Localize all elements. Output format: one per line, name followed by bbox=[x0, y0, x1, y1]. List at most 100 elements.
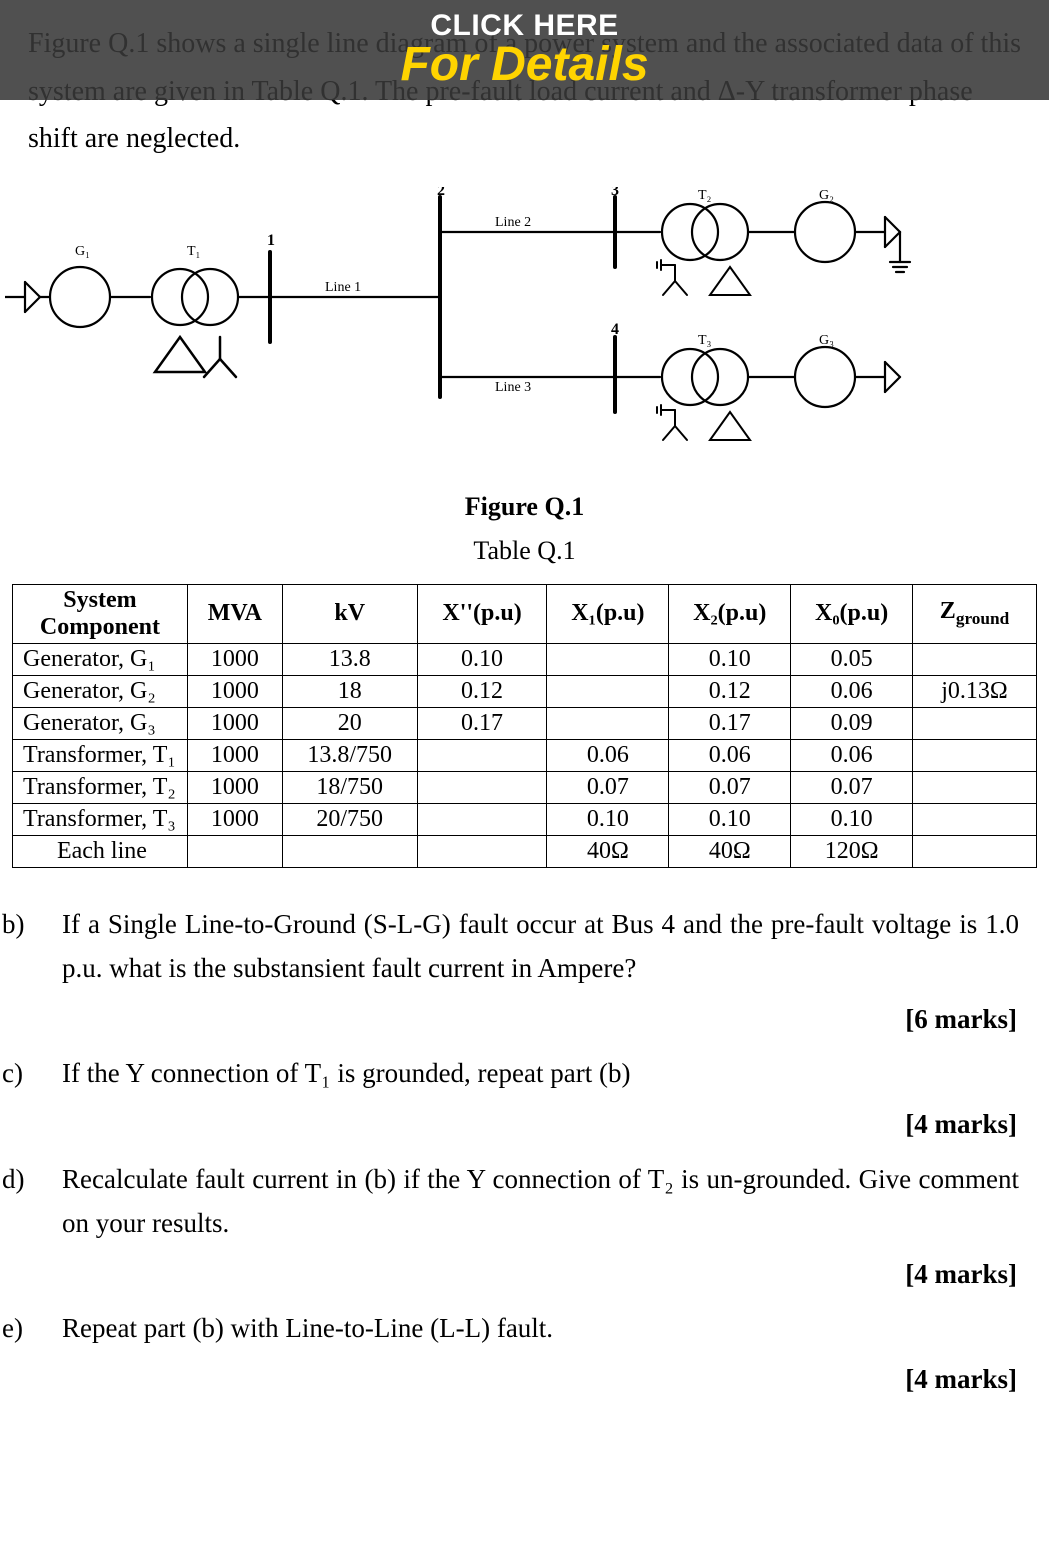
question-marks: [6 marks] bbox=[0, 997, 1031, 1042]
label-bus4: 4 bbox=[611, 321, 619, 338]
table-cell bbox=[417, 739, 547, 771]
table-cell: 40Ω bbox=[547, 835, 669, 867]
table-cell: 13.8 bbox=[282, 643, 417, 675]
question-label: e) bbox=[0, 1306, 62, 1351]
question-label: b) bbox=[0, 902, 62, 991]
diagram-svg: G₁ T₁ 1 2 3 4 Line 1 Line 2 Line 3 T₂ G₂… bbox=[5, 187, 1045, 482]
table-cell: 0.17 bbox=[669, 707, 791, 739]
table-cell: Transformer, T₂ bbox=[13, 771, 188, 803]
table-cell bbox=[547, 643, 669, 675]
table-cell bbox=[913, 643, 1037, 675]
th-4: X₁(p.u) bbox=[547, 584, 669, 643]
table-cell bbox=[913, 771, 1037, 803]
table-cell: 1000 bbox=[187, 771, 282, 803]
banner-line1: CLICK HERE bbox=[430, 10, 618, 42]
th-5: X₂(p.u) bbox=[669, 584, 791, 643]
table-cell: Transformer, T₁ bbox=[13, 739, 188, 771]
table-cell bbox=[913, 739, 1037, 771]
table-cell: 40Ω bbox=[669, 835, 791, 867]
table-cell bbox=[913, 707, 1037, 739]
banner-overlay[interactable]: CLICK HERE For Details bbox=[0, 0, 1049, 100]
table-cell bbox=[417, 835, 547, 867]
table-cell bbox=[282, 835, 417, 867]
label-t3: T₃ bbox=[698, 333, 712, 348]
table-cell bbox=[417, 803, 547, 835]
table-cell: 0.17 bbox=[417, 707, 547, 739]
label-line1: Line 1 bbox=[325, 280, 361, 295]
single-line-diagram: G₁ T₁ 1 2 3 4 Line 1 Line 2 Line 3 T₂ G₂… bbox=[0, 187, 1049, 482]
question-text: If a Single Line-to-Ground (S-L-G) fault… bbox=[62, 902, 1031, 991]
table-cell bbox=[913, 835, 1037, 867]
table-cell: 0.06 bbox=[791, 675, 913, 707]
table-cell: 120Ω bbox=[791, 835, 913, 867]
table-row: Generator, G₂1000180.120.120.06j0.13Ω bbox=[13, 675, 1037, 707]
label-t1: T₁ bbox=[187, 244, 200, 259]
table-cell: 0.12 bbox=[669, 675, 791, 707]
table-cell: 0.10 bbox=[547, 803, 669, 835]
table-cell: Transformer, T₃ bbox=[13, 803, 188, 835]
table-row: Transformer, T₃100020/7500.100.100.10 bbox=[13, 803, 1037, 835]
table-cell: j0.13Ω bbox=[913, 675, 1037, 707]
table-row: Transformer, T₂100018/7500.070.070.07 bbox=[13, 771, 1037, 803]
table-cell: 18 bbox=[282, 675, 417, 707]
th-0: SystemComponent bbox=[13, 584, 188, 643]
question-marks: [4 marks] bbox=[0, 1252, 1031, 1297]
table-cell: Generator, G₂ bbox=[13, 675, 188, 707]
th-2: kV bbox=[282, 584, 417, 643]
table-cell bbox=[547, 707, 669, 739]
table-row: Transformer, T₁100013.8/7500.060.060.06 bbox=[13, 739, 1037, 771]
table-cell: 20 bbox=[282, 707, 417, 739]
th-3: X''(p.u) bbox=[417, 584, 547, 643]
question-row: c)If the Y connection of T₁ is grounded,… bbox=[0, 1051, 1031, 1096]
table-header-row: SystemComponent MVA kV X''(p.u) X₁(p.u) … bbox=[13, 584, 1037, 643]
table-cell: 18/750 bbox=[282, 771, 417, 803]
figure-caption: Figure Q.1 bbox=[0, 492, 1049, 522]
question-marks: [4 marks] bbox=[0, 1357, 1031, 1402]
th-6: X₀(p.u) bbox=[791, 584, 913, 643]
table-cell: 0.10 bbox=[791, 803, 913, 835]
table-row: Generator, G₃1000200.170.170.09 bbox=[13, 707, 1037, 739]
table-cell: Generator, G₃ bbox=[13, 707, 188, 739]
table-cell: 0.07 bbox=[669, 771, 791, 803]
th-1: MVA bbox=[187, 584, 282, 643]
table-caption: Table Q.1 bbox=[0, 536, 1049, 566]
label-line3: Line 3 bbox=[495, 380, 531, 395]
table-cell: 1000 bbox=[187, 739, 282, 771]
table-cell: 1000 bbox=[187, 643, 282, 675]
banner-line2: For Details bbox=[400, 40, 648, 90]
page: CLICK HERE For Details Figure Q.1 shows … bbox=[0, 0, 1049, 1431]
question-row: d)Recalculate fault current in (b) if th… bbox=[0, 1157, 1031, 1246]
table-cell: 0.10 bbox=[669, 803, 791, 835]
table-row: Each line40Ω40Ω120Ω bbox=[13, 835, 1037, 867]
question-label: c) bbox=[0, 1051, 62, 1096]
label-line2: Line 2 bbox=[495, 215, 531, 230]
th-7: Zground bbox=[913, 584, 1037, 643]
table-cell: 0.10 bbox=[669, 643, 791, 675]
table-cell: Each line bbox=[13, 835, 188, 867]
question-row: b)If a Single Line-to-Ground (S-L-G) fau… bbox=[0, 902, 1031, 991]
questions-block: b)If a Single Line-to-Ground (S-L-G) fau… bbox=[0, 868, 1049, 1431]
table-cell: 0.06 bbox=[669, 739, 791, 771]
table-cell: 20/750 bbox=[282, 803, 417, 835]
question-text: Recalculate fault current in (b) if the … bbox=[62, 1157, 1031, 1246]
question-label: d) bbox=[0, 1157, 62, 1246]
table-cell: 0.09 bbox=[791, 707, 913, 739]
question-text: Repeat part (b) with Line-to-Line (L-L) … bbox=[62, 1306, 1031, 1351]
table-cell: 0.10 bbox=[417, 643, 547, 675]
table-cell: 0.06 bbox=[547, 739, 669, 771]
table-cell: 1000 bbox=[187, 707, 282, 739]
table-cell: 0.06 bbox=[791, 739, 913, 771]
label-bus1: 1 bbox=[267, 232, 275, 249]
table-cell bbox=[913, 803, 1037, 835]
question-text: If the Y connection of T₁ is grounded, r… bbox=[62, 1051, 1031, 1096]
label-g1: G₁ bbox=[75, 244, 90, 259]
table-cell bbox=[187, 835, 282, 867]
table-cell: 1000 bbox=[187, 803, 282, 835]
table-cell bbox=[547, 675, 669, 707]
table-cell: 1000 bbox=[187, 675, 282, 707]
table-row: Generator, G₁100013.80.100.100.05 bbox=[13, 643, 1037, 675]
label-g2: G₂ bbox=[819, 188, 834, 203]
label-bus2: 2 bbox=[437, 187, 445, 199]
data-table: SystemComponent MVA kV X''(p.u) X₁(p.u) … bbox=[12, 584, 1037, 868]
label-t2: T₂ bbox=[698, 188, 712, 203]
